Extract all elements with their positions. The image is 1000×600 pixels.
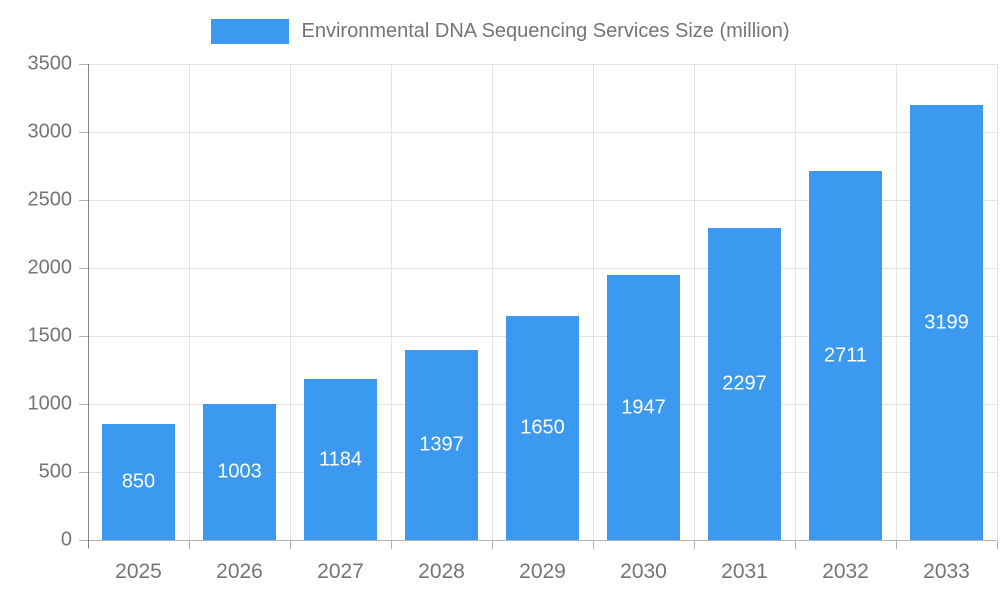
y-tick-500: [79, 472, 88, 473]
bar-value-label-2031: 2297: [722, 372, 767, 395]
x-tick-1: [189, 541, 190, 549]
x-tick-label-2033: 2033: [923, 560, 970, 583]
y-tick-2500: [79, 200, 88, 201]
x-tick-7: [795, 541, 796, 549]
x-tick-label-2028: 2028: [418, 560, 465, 583]
bar-2029: 1650: [506, 316, 579, 540]
v-gridline-4: [492, 64, 493, 540]
h-gridline-3500: [88, 64, 997, 65]
bar-2032: 2711: [809, 171, 882, 540]
y-tick-label-2000: 2000: [27, 256, 73, 279]
x-axis-line: [79, 540, 997, 541]
y-tick-3000: [79, 132, 88, 133]
bar-value-label-2028: 1397: [419, 433, 464, 456]
bar-value-label-2029: 1650: [520, 416, 565, 439]
h-gridline-2000: [88, 268, 997, 269]
h-gridline-3000: [88, 132, 997, 133]
bar-2025: 850: [102, 424, 175, 540]
x-tick-label-2026: 2026: [216, 560, 263, 583]
v-gridline-6: [694, 64, 695, 540]
x-tick-2: [290, 541, 291, 549]
x-tick-5: [593, 541, 594, 549]
y-tick-3500: [79, 64, 88, 65]
x-tick-label-2029: 2029: [519, 560, 566, 583]
v-gridline-1: [189, 64, 190, 540]
legend-swatch: [210, 19, 289, 44]
x-tick-label-2027: 2027: [317, 560, 364, 583]
bar-value-label-2027: 1184: [318, 448, 362, 470]
v-gridline-7: [795, 64, 796, 540]
y-axis-line: [88, 64, 89, 548]
bar-2026: 1003: [203, 404, 276, 540]
x-tick-label-2025: 2025: [115, 560, 162, 583]
v-gridline-3: [391, 64, 392, 540]
v-gridline-2: [290, 64, 291, 540]
y-tick-label-500: 500: [38, 460, 72, 483]
bar-value-label-2025: 850: [121, 470, 156, 493]
x-tick-label-2032: 2032: [822, 560, 869, 583]
x-tick-9: [997, 541, 998, 549]
chart-legend[interactable]: Environmental DNA Sequencing Services Si…: [0, 19, 1000, 44]
plot-area: 0 500 1000 1500 2000 2500 3000 3500 850 2025 1003 2…: [28, 53, 998, 583]
v-gridline-5: [593, 64, 594, 540]
y-tick-label-2500: 2500: [27, 188, 73, 211]
x-tick-label-2031: 2031: [721, 560, 768, 583]
y-tick-label-1000: 1000: [27, 392, 73, 415]
bar-value-label-2026: 1003: [217, 460, 262, 483]
bar-value-label-2033: 3199: [924, 311, 969, 333]
bar-2027: 1184: [304, 379, 377, 540]
h-gridline-2500: [88, 200, 997, 201]
bar-2028: 1397: [405, 350, 478, 540]
y-tick-label-0: 0: [60, 528, 72, 551]
y-tick-1000: [79, 404, 88, 405]
x-tick-label-2030: 2030: [620, 560, 667, 583]
bar-value-label-2030: 1947: [621, 396, 666, 418]
y-tick-2000: [79, 268, 88, 269]
v-gridline-9: [997, 64, 998, 540]
x-tick-3: [391, 541, 392, 549]
bar-2033: 3199: [910, 105, 983, 540]
bar-2030: 1947: [607, 275, 680, 540]
bar-2031: 2297: [708, 228, 781, 540]
v-gridline-8: [896, 64, 897, 540]
y-tick-label-3000: 3000: [27, 120, 73, 143]
x-tick-4: [492, 541, 493, 549]
x-tick-6: [694, 541, 695, 549]
y-tick-label-1500: 1500: [27, 324, 73, 347]
bar-value-label-2032: 2711: [823, 344, 867, 366]
y-tick-1500: [79, 336, 88, 337]
y-tick-label-3500: 3500: [27, 52, 73, 75]
legend-series-label: Environmental DNA Sequencing Services Si…: [301, 20, 790, 42]
x-tick-8: [896, 541, 897, 549]
